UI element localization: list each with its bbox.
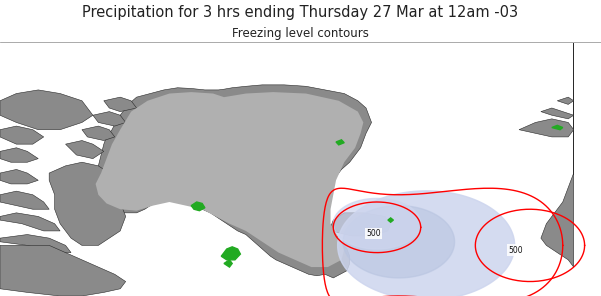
Polygon shape bbox=[541, 43, 574, 267]
Polygon shape bbox=[93, 112, 126, 126]
Polygon shape bbox=[343, 206, 454, 278]
Polygon shape bbox=[221, 247, 240, 260]
Polygon shape bbox=[331, 213, 391, 236]
Polygon shape bbox=[66, 141, 104, 159]
Polygon shape bbox=[49, 162, 126, 245]
Polygon shape bbox=[0, 245, 126, 296]
Polygon shape bbox=[82, 126, 115, 141]
Polygon shape bbox=[96, 92, 364, 267]
Polygon shape bbox=[541, 108, 574, 119]
Polygon shape bbox=[336, 140, 344, 145]
Polygon shape bbox=[557, 97, 574, 104]
Polygon shape bbox=[90, 85, 371, 278]
Polygon shape bbox=[0, 90, 93, 130]
Polygon shape bbox=[224, 260, 232, 267]
Polygon shape bbox=[0, 148, 38, 162]
Polygon shape bbox=[388, 218, 394, 222]
Polygon shape bbox=[0, 234, 71, 252]
Text: 500: 500 bbox=[508, 246, 523, 255]
Polygon shape bbox=[0, 126, 44, 144]
Polygon shape bbox=[334, 198, 421, 249]
Polygon shape bbox=[0, 213, 60, 231]
Polygon shape bbox=[519, 119, 574, 137]
Polygon shape bbox=[0, 256, 93, 278]
Polygon shape bbox=[552, 125, 563, 130]
Polygon shape bbox=[104, 97, 136, 112]
Text: 500: 500 bbox=[366, 229, 380, 238]
Polygon shape bbox=[191, 202, 205, 211]
Polygon shape bbox=[0, 191, 49, 209]
Polygon shape bbox=[0, 170, 38, 184]
Polygon shape bbox=[338, 191, 514, 296]
Polygon shape bbox=[0, 278, 93, 296]
Text: Freezing level contours: Freezing level contours bbox=[232, 27, 369, 40]
Text: Precipitation for 3 hrs ending Thursday 27 Mar at 12am -03: Precipitation for 3 hrs ending Thursday … bbox=[82, 5, 519, 20]
